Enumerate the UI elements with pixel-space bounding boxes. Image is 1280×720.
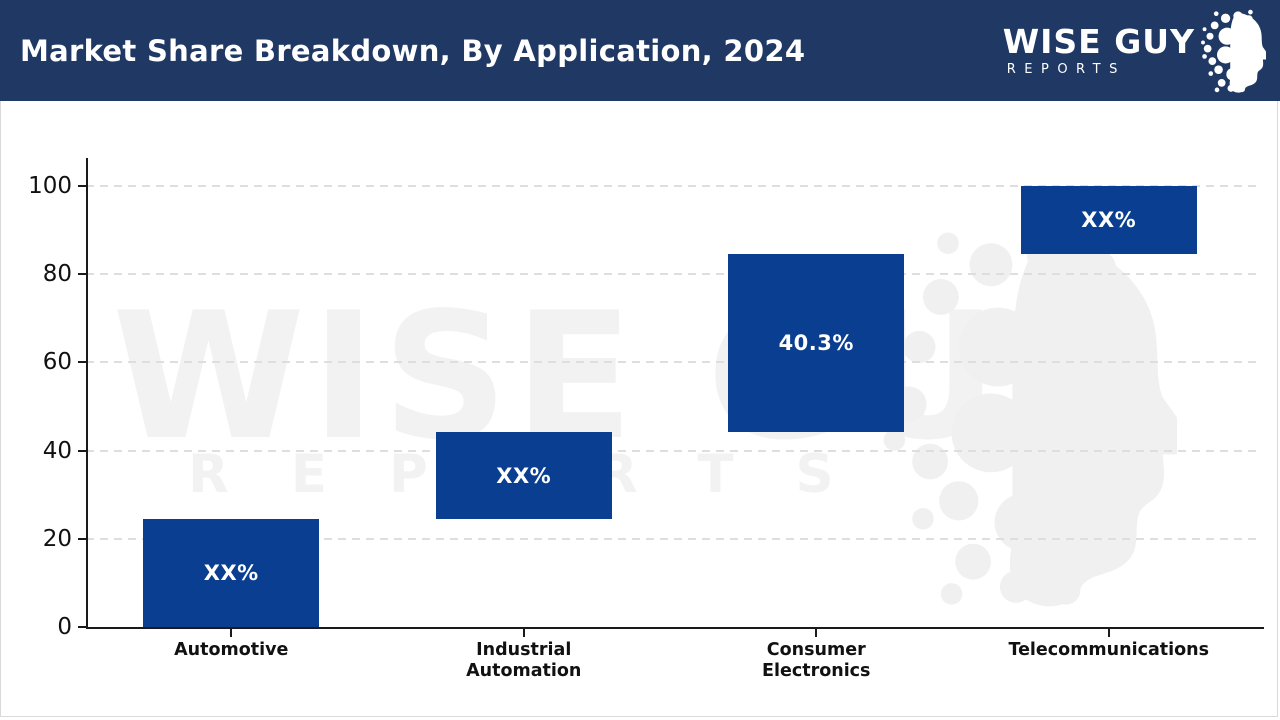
bar-automotive: XX%	[143, 519, 320, 627]
y-axis-tick	[78, 273, 86, 276]
y-axis-tick	[78, 361, 86, 364]
y-axis-line	[86, 158, 88, 629]
frame-border-bottom	[0, 716, 1278, 717]
bar-value-label: XX%	[496, 463, 552, 488]
y-axis-tick	[78, 537, 86, 540]
gridline	[86, 449, 1256, 452]
x-category-label-line: Automotive	[174, 640, 289, 660]
y-axis-tick	[78, 449, 86, 452]
bar-consumer-electronics: 40.3%	[728, 253, 905, 432]
x-category-label-line: Automation	[466, 661, 582, 681]
bar-value-label: XX%	[203, 561, 259, 586]
x-category-label-line: Electronics	[762, 661, 871, 681]
gridline	[86, 361, 1256, 364]
y-axis-tick	[78, 626, 86, 628]
bar-telecommunications: XX%	[1020, 186, 1197, 254]
x-axis-tick	[1107, 629, 1110, 637]
x-category-label: Automotive	[101, 640, 361, 661]
x-axis-tick	[522, 629, 525, 637]
y-tick-label: 100	[28, 173, 72, 199]
x-category-label: Telecommunications	[979, 640, 1239, 661]
x-category-label: Industrial Automation	[394, 640, 654, 682]
y-tick-label: 20	[42, 525, 72, 552]
brand-name: WISE GUY	[1002, 21, 1195, 61]
brand-head-icon	[1196, 8, 1266, 94]
x-category-label-line: Consumer	[766, 640, 866, 660]
x-axis-tick	[815, 629, 818, 637]
y-tick-label: 40	[42, 437, 72, 464]
frame-border-right	[1277, 101, 1278, 717]
y-axis-tick	[78, 185, 86, 187]
bar-value-label: 40.3%	[778, 330, 854, 355]
gridline	[86, 185, 1256, 187]
x-category-label: Consumer Electronics	[686, 640, 946, 682]
bar-value-label: XX%	[1081, 207, 1137, 232]
y-tick-label: 0	[57, 614, 72, 640]
x-category-label-line: Industrial	[476, 640, 572, 660]
frame-border-left	[0, 101, 1, 717]
y-tick-label: 60	[42, 349, 72, 376]
gridline	[86, 273, 1256, 276]
x-axis-tick	[230, 629, 233, 637]
brand-logo-text: WISE GUY REPORTS	[1003, 25, 1195, 77]
page-title: Market Share Breakdown, By Application, …	[20, 33, 806, 68]
y-tick-label: 80	[42, 261, 72, 288]
header: Market Share Breakdown, By Application, …	[0, 0, 1280, 101]
brand-logo: WISE GUY REPORTS	[1003, 8, 1266, 94]
gridline	[86, 537, 1256, 540]
x-axis-line	[86, 627, 1264, 629]
x-category-label-line: Telecommunications	[1008, 640, 1210, 660]
brand-subtitle: REPORTS	[1006, 61, 1126, 77]
bar-industrial-automation: XX%	[435, 431, 612, 520]
